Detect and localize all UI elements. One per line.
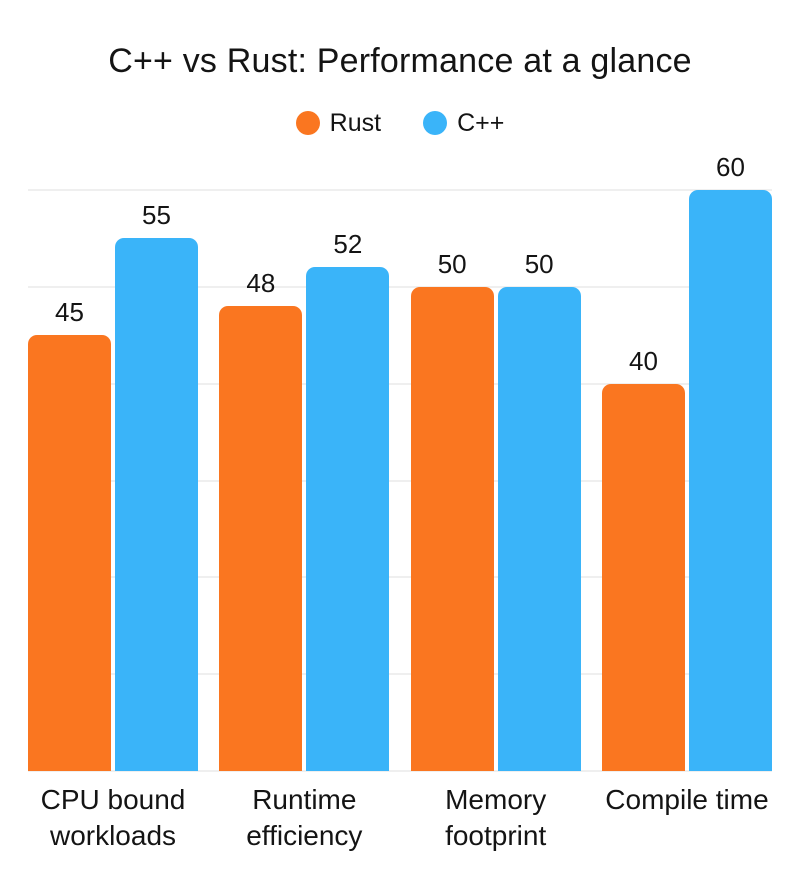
gridline-20 bbox=[28, 576, 772, 579]
x-axis-label-2: Runtime efficiency bbox=[246, 784, 363, 851]
legend-label: C++ bbox=[457, 108, 505, 137]
legend-dot-icon bbox=[423, 111, 448, 135]
gridline-50 bbox=[28, 285, 772, 288]
bar-value-label: 40 bbox=[629, 345, 658, 376]
gridline-40 bbox=[28, 382, 772, 385]
bar-value-label: 50 bbox=[524, 248, 554, 279]
x-axis-labels: CPU bound workloads Runtime efficiency Mem… bbox=[28, 782, 772, 854]
bar-value-label: 48 bbox=[246, 268, 276, 299]
bar-c-1: 55 bbox=[115, 200, 198, 771]
gridline-30 bbox=[28, 479, 772, 482]
bar-group-4: 40 60 bbox=[601, 152, 772, 771]
baseline-gridline bbox=[28, 770, 772, 772]
bar-group-1: 45 55 bbox=[28, 190, 198, 771]
bar-value-label: 50 bbox=[437, 248, 467, 279]
legend-label: Rust bbox=[329, 108, 382, 137]
bar-value-label: 45 bbox=[55, 297, 84, 328]
bar-c-3: 50 bbox=[497, 249, 581, 771]
bar-rust-1: 45 bbox=[28, 297, 111, 771]
bar-group-2: 48 52 bbox=[219, 190, 390, 771]
plot-area: 45 55 48 52 50 50 40 60 bbox=[28, 152, 772, 772]
bar-group-3: 50 50 bbox=[410, 190, 581, 771]
bar-value-label: 52 bbox=[333, 229, 363, 260]
legend-dot-icon bbox=[295, 111, 320, 135]
bar-value-label: 55 bbox=[142, 200, 171, 231]
x-axis-label-1: CPU bound workloads bbox=[40, 784, 186, 851]
x-axis-label-4: Compile time bbox=[605, 784, 769, 815]
bar-rust-2: 48 bbox=[219, 268, 303, 771]
bar-groups: 45 55 48 52 50 50 40 60 bbox=[28, 152, 772, 771]
legend: Rust C++ bbox=[0, 107, 800, 139]
legend-item-rust: Rust bbox=[295, 108, 382, 138]
x-axis-label-3: Memory footprint bbox=[445, 784, 547, 851]
gridline-10 bbox=[28, 673, 772, 676]
bar-c-2: 52 bbox=[306, 229, 390, 771]
chart-title: C++ vs Rust: Performance at a glance bbox=[108, 42, 692, 80]
legend-item-c: C++ bbox=[423, 109, 504, 138]
bar-rust-4: 40 bbox=[601, 346, 685, 771]
bar-rust-3: 50 bbox=[410, 249, 494, 771]
bar-value-label: 60 bbox=[716, 152, 745, 182]
gridline-60 bbox=[28, 189, 772, 191]
bar-c-4: 60 bbox=[688, 152, 772, 771]
